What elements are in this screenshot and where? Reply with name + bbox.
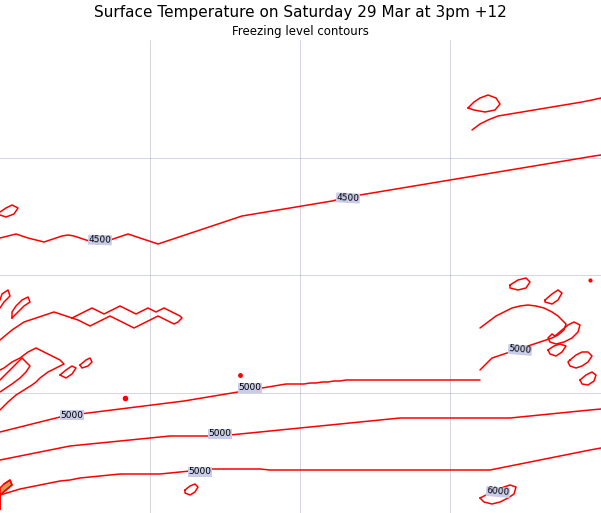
Text: 4500: 4500: [88, 235, 112, 245]
Text: 5000: 5000: [209, 429, 231, 439]
Text: Surface Temperature on Saturday 29 Mar at 3pm +12: Surface Temperature on Saturday 29 Mar a…: [94, 5, 507, 21]
Polygon shape: [0, 480, 12, 510]
Text: 5000: 5000: [508, 345, 532, 356]
Text: 5000: 5000: [61, 410, 84, 420]
Text: Freezing level contours: Freezing level contours: [232, 25, 369, 37]
Text: 4500: 4500: [337, 193, 359, 203]
Text: 5000: 5000: [189, 467, 212, 477]
Text: 6000: 6000: [486, 486, 510, 498]
Text: 5000: 5000: [239, 384, 261, 392]
